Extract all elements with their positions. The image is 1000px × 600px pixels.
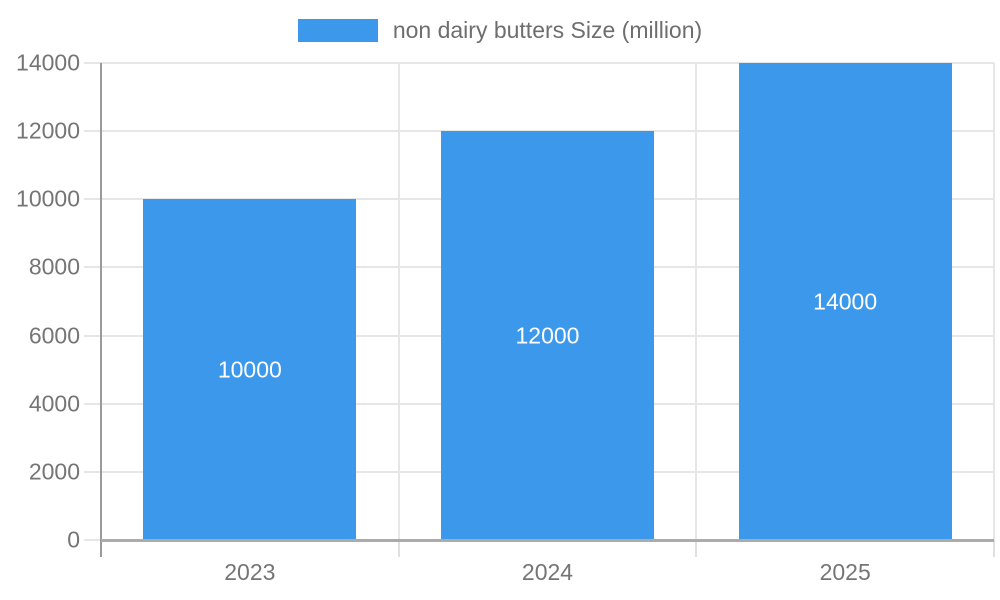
- gridline-vertical: [397, 63, 400, 540]
- bar-2025: [738, 63, 952, 540]
- y-axis-tick-label: 10000: [16, 185, 80, 212]
- gridline-horizontal: [101, 62, 994, 64]
- x-axis-tick: [695, 540, 698, 557]
- y-axis-tick: [84, 402, 101, 405]
- x-axis-tick-label: 2024: [521, 559, 574, 585]
- bar-value-label: 10000: [217, 356, 282, 383]
- y-axis-tick-label: 0: [67, 526, 80, 553]
- y-axis-tick-label: 14000: [16, 49, 80, 76]
- bar-value-label: 14000: [813, 288, 878, 314]
- y-axis-line: [100, 63, 102, 557]
- y-axis-tick-label: 12000: [16, 117, 80, 144]
- y-axis-tick: [84, 470, 101, 473]
- gridline-vertical: [993, 63, 995, 540]
- legend-swatch-icon: [297, 19, 378, 42]
- x-axis-tick-label: 2025: [819, 559, 871, 585]
- x-axis-tick: [397, 540, 400, 557]
- x-axis-tick: [993, 540, 995, 557]
- x-axis-line: [101, 539, 994, 542]
- gridline-vertical: [695, 63, 698, 540]
- y-axis-tick: [84, 130, 101, 133]
- bar-2024: [441, 131, 654, 540]
- y-axis-tick-label: 8000: [28, 253, 80, 280]
- y-axis-tick: [84, 62, 101, 64]
- bar-2023: [143, 199, 357, 540]
- bar-value-label: 12000: [515, 322, 580, 349]
- legend-item[interactable]: non dairy butters Size (million): [297, 17, 703, 44]
- legend: non dairy butters Size (million): [0, 17, 1000, 44]
- y-axis-tick: [84, 198, 101, 201]
- y-axis-tick-label: 6000: [28, 322, 80, 349]
- y-axis-tick-label: 2000: [28, 458, 80, 485]
- legend-label: non dairy butters Size (million): [392, 17, 703, 43]
- x-axis-tick-label: 2023: [224, 559, 276, 585]
- y-axis-tick: [84, 266, 101, 269]
- y-axis-tick-label: 4000: [28, 390, 80, 417]
- y-axis-tick: [84, 334, 101, 337]
- y-axis-tick: [84, 539, 101, 541]
